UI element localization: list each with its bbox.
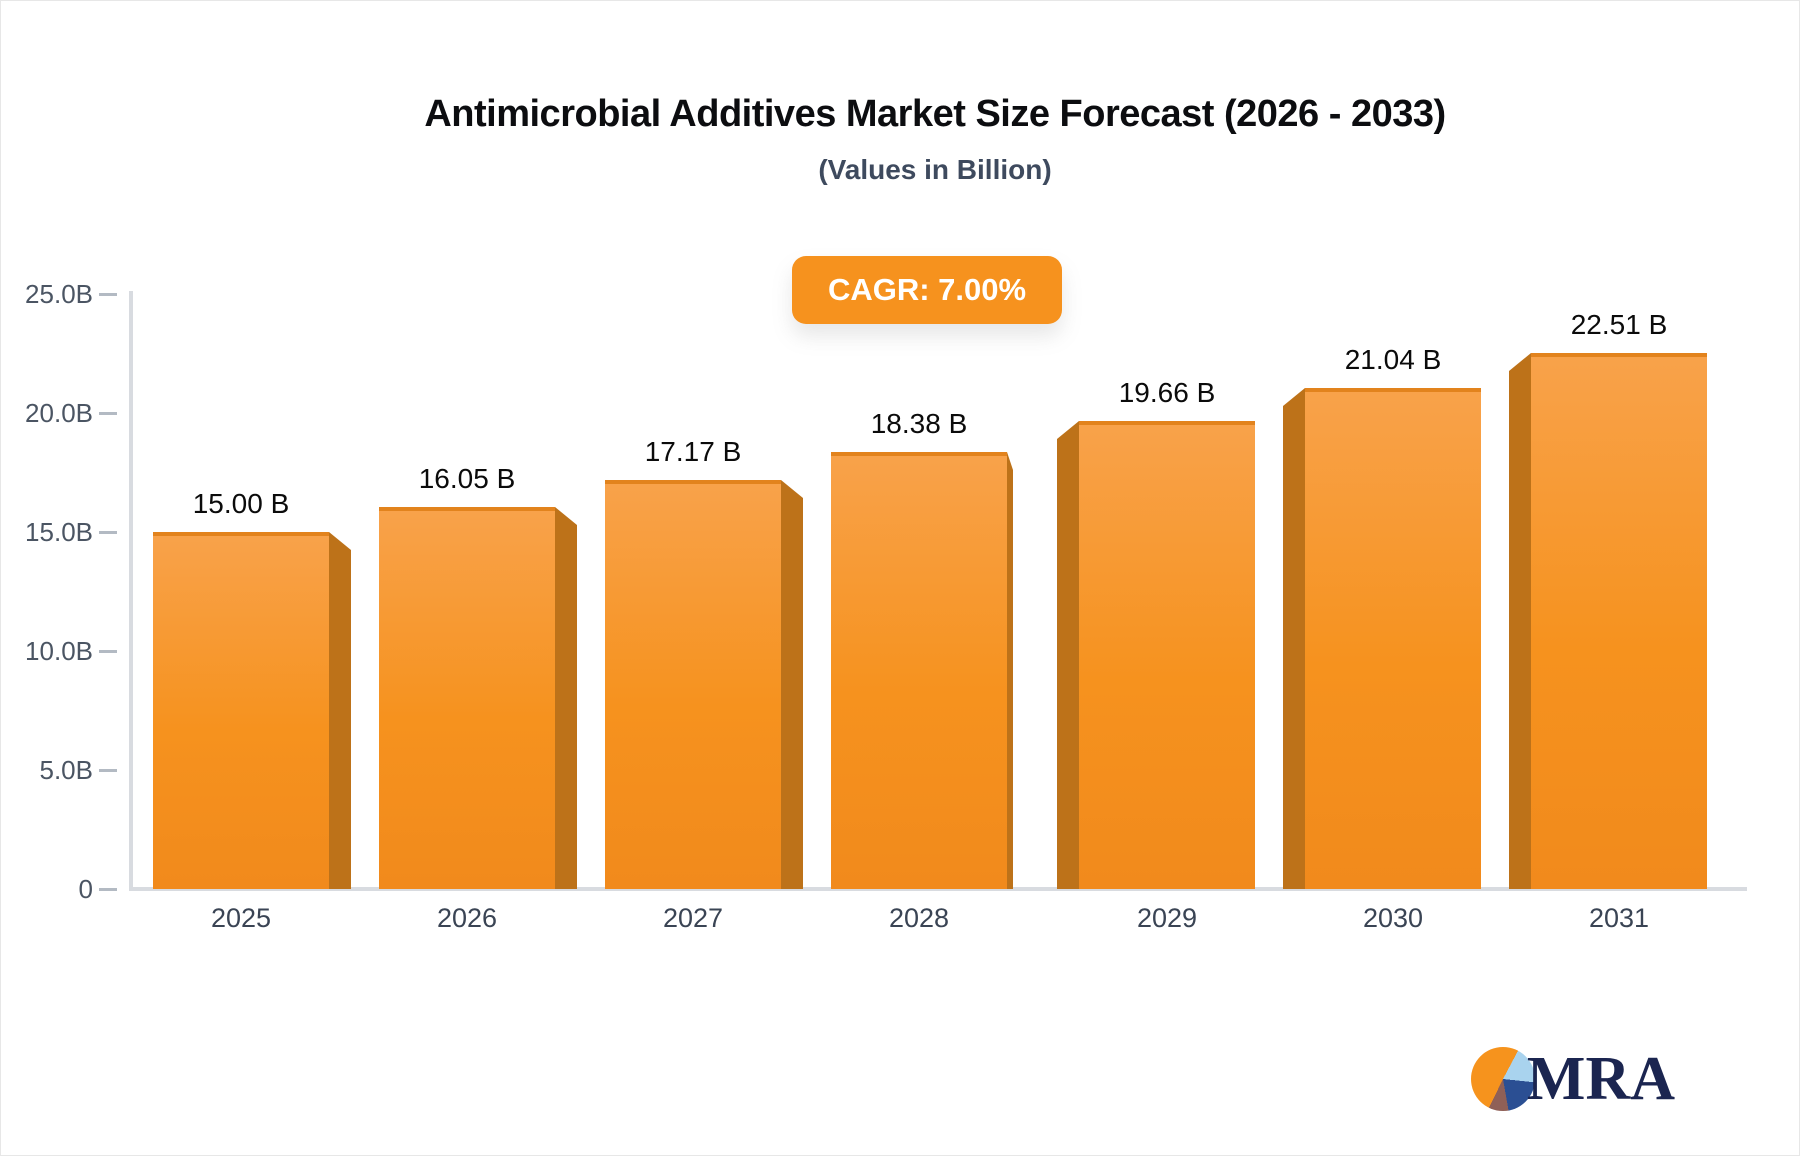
bar-side-shade xyxy=(781,480,803,889)
x-category-label: 2031 xyxy=(1588,903,1650,933)
bar-2028[interactable] xyxy=(831,452,1013,889)
bar-2031[interactable] xyxy=(1509,353,1707,889)
bar-face xyxy=(605,480,781,889)
y-tick-label: 0 xyxy=(78,874,93,904)
y-tick-label: 20.0B xyxy=(25,398,93,428)
bar-2029[interactable] xyxy=(1057,421,1255,889)
bar-face xyxy=(1531,353,1707,889)
bar-side-shade xyxy=(1509,353,1531,889)
y-tick-mark xyxy=(99,530,117,534)
cagr-badge: CAGR: 7.00% xyxy=(792,256,1062,324)
logo-text: MRA xyxy=(1526,1045,1675,1113)
y-tick-mark xyxy=(99,649,117,653)
bar-side-shade xyxy=(1283,388,1305,889)
y-tick-label: 5.0B xyxy=(39,755,94,785)
y-tick-mark xyxy=(99,292,117,296)
bar-2030[interactable] xyxy=(1283,388,1481,889)
bar-face xyxy=(379,507,555,889)
chart-header: Antimicrobial Additives Market Size Fore… xyxy=(71,93,1799,186)
y-tick-label: 25.0B xyxy=(25,279,93,309)
y-tick-label: 10.0B xyxy=(25,636,93,666)
bar-side-shade xyxy=(1007,452,1013,889)
bar-2025[interactable] xyxy=(153,532,351,889)
bar-value-label: 15.00 B xyxy=(192,488,290,519)
bar-2027[interactable] xyxy=(605,480,803,889)
chart-title: Antimicrobial Additives Market Size Fore… xyxy=(424,93,1446,135)
y-tick-mark xyxy=(99,768,117,772)
x-category-label: 2030 xyxy=(1362,903,1424,933)
x-category-label: 2025 xyxy=(210,903,272,933)
bar-face xyxy=(1305,388,1481,889)
x-category-label: 2027 xyxy=(662,903,724,933)
y-tick-mark xyxy=(99,887,117,891)
pie-chart-logo-icon xyxy=(1470,1047,1535,1111)
x-category-label: 2029 xyxy=(1136,903,1198,933)
bar-value-label: 18.38 B xyxy=(870,408,968,439)
cagr-badge-label: CAGR: 7.00% xyxy=(827,272,1027,307)
bar-value-label: 22.51 B xyxy=(1570,309,1668,340)
x-axis-line xyxy=(129,887,1747,891)
bar-side-shade xyxy=(1057,421,1079,889)
bar-side-shade xyxy=(555,507,577,889)
chart-subtitle: (Values in Billion) xyxy=(818,154,1052,185)
x-category-label: 2026 xyxy=(436,903,498,933)
bar-value-label: 17.17 B xyxy=(644,436,742,467)
x-category-label: 2028 xyxy=(888,903,950,933)
y-tick-label: 15.0B xyxy=(25,517,93,547)
bar-face xyxy=(831,452,1007,889)
y-tick-mark xyxy=(99,411,117,415)
bar-value-label: 21.04 B xyxy=(1344,344,1442,375)
bar-2026[interactable] xyxy=(379,507,577,889)
bar-face xyxy=(153,532,329,889)
bar-value-label: 19.66 B xyxy=(1118,377,1216,408)
bar-value-label: 16.05 B xyxy=(418,463,516,494)
bar-face xyxy=(1079,421,1255,889)
mra-logo: MRA xyxy=(1470,1045,1675,1113)
y-axis-line xyxy=(129,291,133,889)
bar-side-shade xyxy=(329,532,351,889)
